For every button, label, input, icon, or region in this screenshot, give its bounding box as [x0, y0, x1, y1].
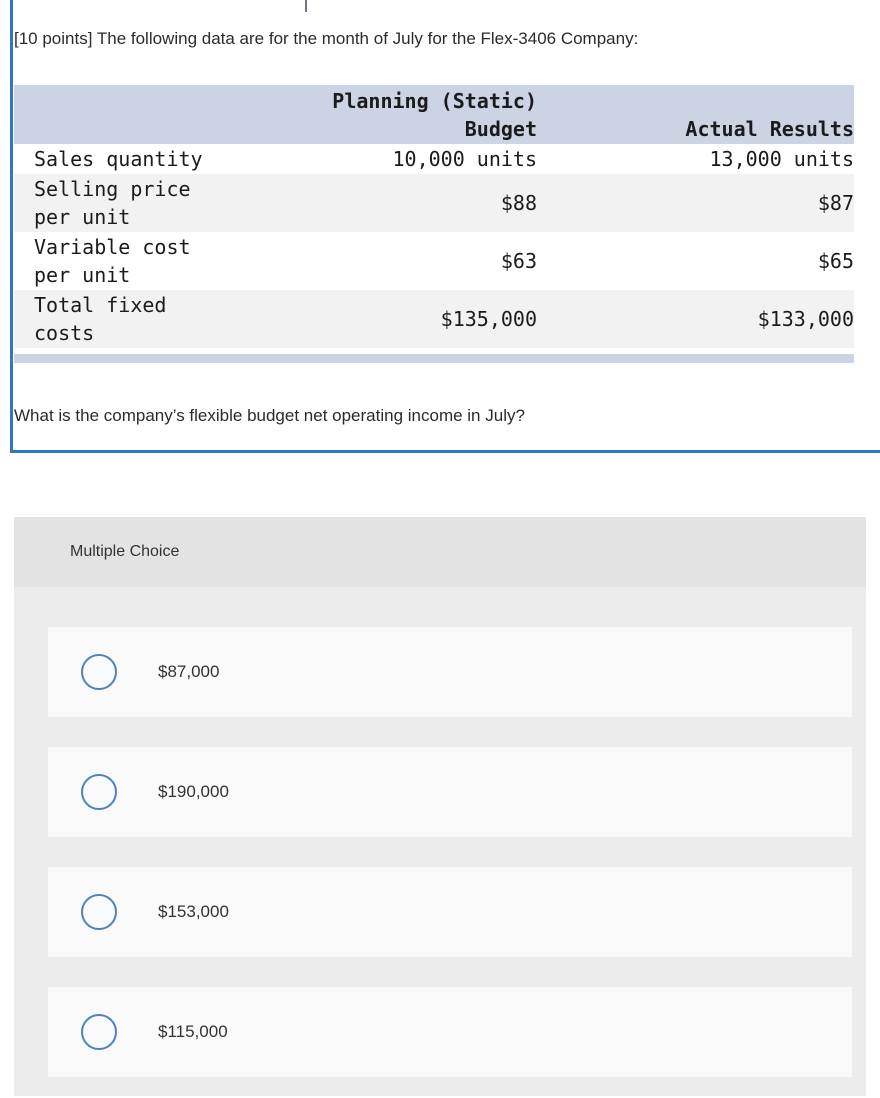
multiple-choice-panel: Multiple Choice $87,000 $190,000 $153,00… — [14, 517, 866, 1096]
radio-button[interactable] — [81, 654, 117, 690]
table-row: Selling price per unit $88 $87 — [14, 174, 854, 232]
radio-button[interactable] — [81, 774, 117, 810]
answer-label: $190,000 — [158, 782, 229, 801]
table-header-row: Planning (Static) Budget Actual Results — [14, 85, 854, 144]
answer-option[interactable]: $190,000 — [48, 747, 852, 837]
answer-option[interactable]: $87,000 — [48, 627, 852, 717]
question-panel: [10 points] The following data are for t… — [10, 0, 880, 453]
table-row: Total fixed costs $135,000 $133,000 — [14, 290, 854, 348]
budget-value: $135,000 — [440, 307, 537, 331]
header-planning-line1: Planning (Static) — [332, 89, 537, 113]
budget-value: $88 — [500, 191, 537, 215]
answer-label: $115,000 — [158, 1022, 228, 1041]
table-row: Variable cost per unit $63 $65 — [14, 232, 854, 290]
answer-option[interactable]: $115,000 — [48, 987, 852, 1077]
answer-label: $87,000 — [158, 662, 220, 681]
question-intro: [10 points] The following data are for t… — [14, 29, 639, 48]
header-actual-results: Actual Results — [537, 85, 854, 144]
header-empty-cell — [14, 85, 224, 144]
budget-table: Planning (Static) Budget Actual Results … — [14, 85, 854, 348]
row-label: Total fixed costs — [34, 293, 167, 345]
multiple-choice-header: Multiple Choice — [14, 517, 866, 587]
actual-value: 13,000 units — [709, 147, 855, 171]
question-prompt: What is the company’s flexible budget ne… — [14, 406, 525, 425]
row-label: Sales quantity — [34, 147, 203, 171]
actual-value: $87 — [817, 191, 854, 215]
budget-value: $63 — [500, 249, 537, 273]
top-edge-artifact-line — [305, 0, 307, 12]
multiple-choice-body: $87,000 $190,000 $153,000 $115,000 — [14, 587, 866, 1096]
radio-button[interactable] — [81, 1014, 117, 1050]
actual-value: $65 — [817, 249, 854, 273]
row-label: Selling price per unit — [34, 177, 191, 229]
answer-option[interactable]: $153,000 — [48, 867, 852, 957]
header-actual-label: Actual Results — [685, 117, 854, 141]
multiple-choice-title: Multiple Choice — [70, 543, 180, 560]
actual-value: $133,000 — [757, 307, 854, 331]
radio-button[interactable] — [81, 894, 117, 930]
answer-label: $153,000 — [158, 902, 229, 921]
table-footer-strip — [14, 354, 854, 363]
budget-value: 10,000 units — [392, 147, 538, 171]
row-label: Variable cost per unit — [34, 235, 191, 287]
table-row: Sales quantity 10,000 units 13,000 units — [14, 144, 854, 174]
header-planning-line2: Budget — [464, 117, 537, 141]
header-planning-budget: Planning (Static) Budget — [224, 85, 537, 144]
